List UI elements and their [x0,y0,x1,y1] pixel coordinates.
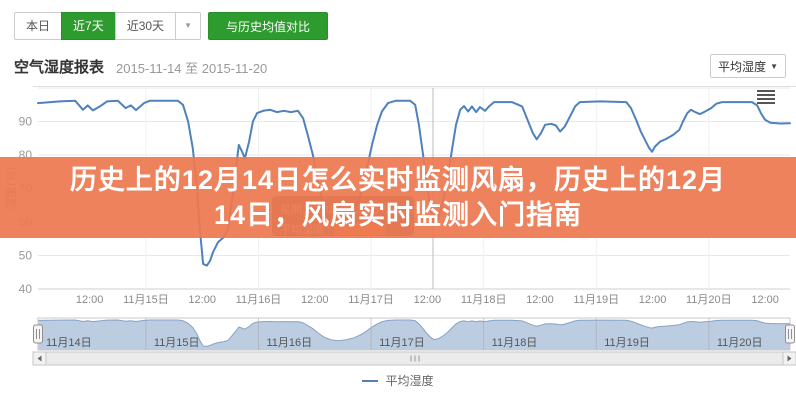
export-menu-icon-bar [757,94,775,96]
compare-history-button[interactable]: 与历史均值对比 [208,12,329,40]
date-range-button-group: 本日 近7天 近30天 ▼ [14,12,202,40]
navigator-date-label: 11月19日 [604,337,650,349]
navigator-date-label: 11月18日 [492,337,538,349]
x-axis-tick-label: 12:00 [526,294,554,306]
x-axis-tick-label: 12:00 [751,294,779,306]
range-button-last-7-days[interactable]: 近7天 [61,12,116,40]
export-menu-icon-bar [757,102,775,104]
navigator-date-label: 11月15日 [154,337,200,349]
scrollbar-right-arrow-icon [787,355,792,362]
series-line-avg-humidity [37,99,791,267]
chevron-down-icon: ▼ [770,61,778,71]
x-axis-tick-label: 11月17日 [348,294,394,306]
x-axis-tick-label: 12:00 [301,294,329,306]
metric-select-value: 平均湿度 [718,59,767,74]
x-axis-tick-label: 12:00 [639,294,667,306]
navigator-outline-line [37,319,791,347]
x-axis-tick-label: 11月15日 [123,294,169,306]
y-axis-tick-label: 90 [19,115,33,129]
range-button-today[interactable]: 本日 [14,12,63,40]
title-banner-overlay: 历史上的12月14日怎么实时监测风扇，历史上的12月 14日，风扇实时监测入门指… [0,157,796,238]
page-title: 空气湿度报表 [14,59,105,76]
report-date-range: 2015-11-14 至 2015-11-20 [116,61,268,76]
x-axis-tick-label: 11月19日 [573,294,619,306]
navigator-date-label: 11月14日 [46,337,92,349]
legend-label: 平均湿度 [385,374,434,388]
legend-line-marker [362,379,379,382]
navigator-date-label: 11月17日 [379,337,425,349]
navigator-date-label: 11月20日 [717,337,763,349]
range-dropdown-caret-icon[interactable]: ▼ [175,12,202,40]
export-menu-icon-bar [757,90,775,92]
scrollbar-left-arrow-icon [37,355,42,362]
x-axis-tick-label: 11月18日 [461,294,507,306]
x-axis-tick-label: 12:00 [414,294,442,306]
x-axis-tick-label: 11月20日 [686,294,732,306]
x-axis-tick-label: 12:00 [188,294,216,306]
navigator-handle-left[interactable] [33,324,43,344]
metric-select[interactable]: 平均湿度 ▼ [710,54,786,78]
navigator-handle-right[interactable] [785,324,795,344]
range-button-last-30-days[interactable]: 近30天 [114,12,177,40]
y-axis-tick-label: 40 [19,282,33,296]
banner-line2: 14日，风扇实时监测入门指南 [213,199,583,230]
y-axis-tick-label: 50 [19,249,33,263]
legend-item-avg-humidity[interactable]: 平均湿度 [0,372,796,389]
banner-line1: 历史上的12月14日怎么实时监测风扇，历史上的12月 [69,164,727,195]
x-axis-tick-label: 12:00 [76,294,104,306]
navigator-date-label: 11月16日 [266,337,312,349]
navigator-area [38,320,790,350]
export-menu-icon-bar [757,98,775,100]
export-menu-icon[interactable] [757,90,775,106]
x-axis-tick-label: 11月16日 [236,294,282,306]
